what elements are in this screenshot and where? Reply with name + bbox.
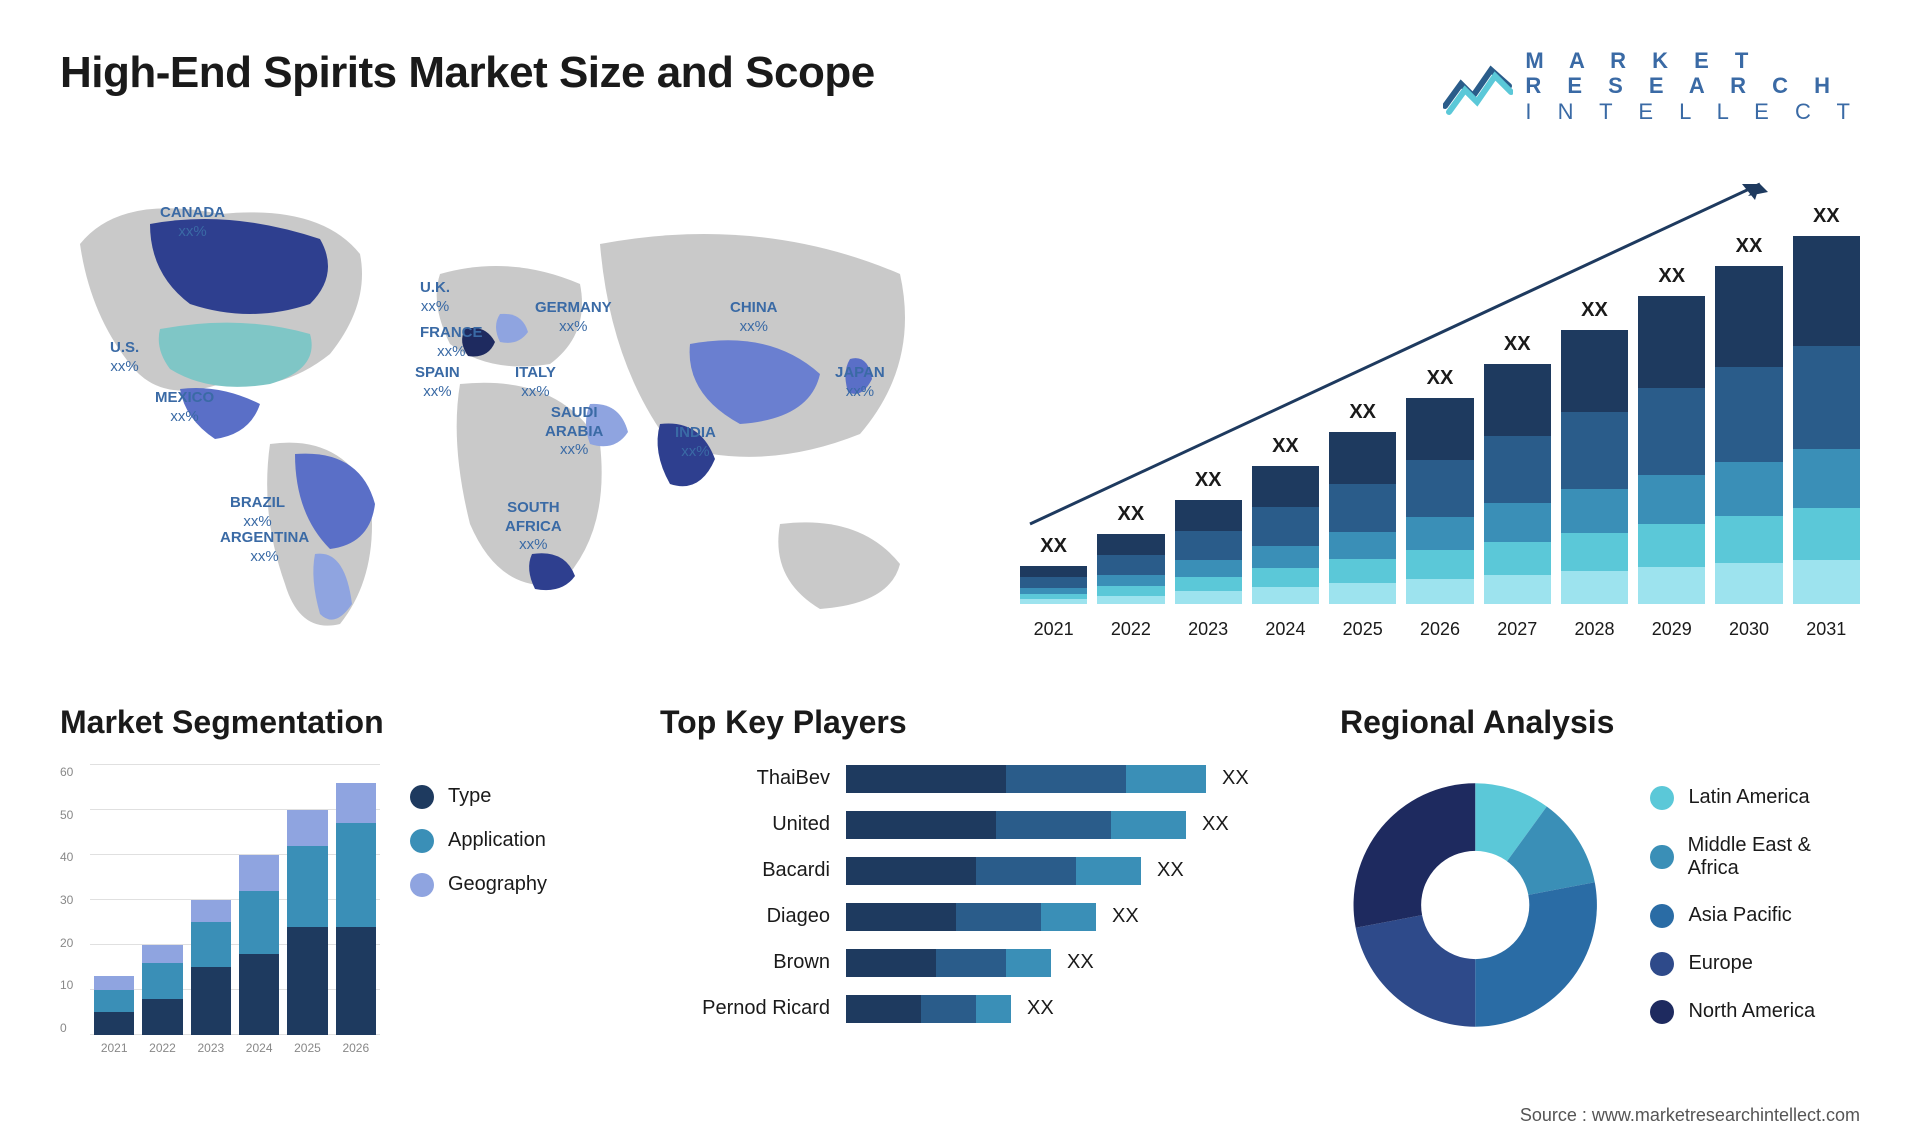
seg-bar-2021 [94,765,134,1035]
growth-year-label: 2026 [1406,619,1473,640]
growth-value-label: XX [1736,235,1763,258]
seg-bar-2023 [191,765,231,1035]
player-row-bacardi: BacardiXX [660,857,1280,885]
region-legend-northamerica: North America [1650,1000,1860,1024]
region-legend-latinamerica: Latin America [1650,786,1860,810]
growth-bar-2024: XX [1252,435,1319,604]
player-row-diageo: DiageoXX [660,903,1280,931]
region-legend-middleeastafrica: Middle East & Africa [1650,834,1860,880]
map-label-southafrica: SOUTHAFRICAxx% [505,499,562,555]
growth-bar-2030: XX [1715,235,1782,604]
map-label-us: U.S.xx% [110,339,139,377]
seg-bar-2026 [336,765,376,1035]
growth-year-label: 2021 [1020,619,1087,640]
map-label-saudiarabia: SAUDIARABIAxx% [545,404,603,460]
logo-icon [1443,56,1513,116]
header: High-End Spirits Market Size and Scope M… [60,48,1860,124]
growth-bar-2029: XX [1638,265,1705,604]
source-text: Source : www.marketresearchintellect.com [1520,1105,1860,1126]
growth-year-label: 2023 [1175,619,1242,640]
players-title: Top Key Players [660,704,1280,741]
growth-value-label: XX [1195,469,1222,492]
logo-text: M A R K E T R E S E A R C H I N T E L L … [1525,48,1860,124]
growth-bar-2023: XX [1175,469,1242,604]
map-label-germany: GERMANYxx% [535,299,612,337]
regional-legend: Latin America Middle East & Africa Asia Pa… [1650,786,1860,1024]
top-row: CANADAxx% U.S.xx% MEXICOxx% BRAZILxx%ARGENT… [60,164,1860,644]
legend-item-geography: Geography [410,873,547,897]
growth-bar-2028: XX [1561,299,1628,604]
growth-year-label: 2031 [1793,619,1860,640]
region-legend-europe: Europe [1650,952,1860,976]
regional-title: Regional Analysis [1340,704,1860,741]
region-legend-asiapacific: Asia Pacific [1650,904,1860,928]
seg-bar-2025 [287,765,327,1035]
map-label-india: INDIAxx% [675,424,716,462]
growth-value-label: XX [1118,503,1145,526]
map-label-spain: SPAINxx% [415,364,460,402]
regional-panel: Regional Analysis Latin America Middle Ea… [1340,704,1860,1065]
segmentation-panel: Market Segmentation 0102030405060 202120… [60,704,600,1065]
growth-value-label: XX [1658,265,1685,288]
page-title: High-End Spirits Market Size and Scope [60,48,875,98]
growth-value-label: XX [1581,299,1608,322]
growth-value-label: XX [1813,205,1840,228]
segmentation-legend: Type Application Geography [410,785,547,897]
growth-bar-2021: XX [1020,535,1087,604]
seg-bar-2024 [239,765,279,1035]
growth-year-label: 2025 [1329,619,1396,640]
growth-year-label: 2024 [1252,619,1319,640]
growth-value-label: XX [1040,535,1067,558]
map-label-italy: ITALYxx% [515,364,556,402]
players-panel: Top Key Players ThaiBevXX UnitedXX Bacardi… [660,704,1280,1065]
growth-year-label: 2022 [1097,619,1164,640]
map-label-argentina: ARGENTINAxx% [220,529,309,567]
bottom-row: Market Segmentation 0102030405060 202120… [60,704,1860,1065]
map-label-uk: U.K.xx% [420,279,450,317]
map-label-mexico: MEXICOxx% [155,389,214,427]
map-label-france: FRANCExx% [420,324,483,362]
australia-grey [778,522,900,609]
player-row-thaibev: ThaiBevXX [660,765,1280,793]
map-label-china: CHINAxx% [730,299,778,337]
growth-year-label: 2030 [1715,619,1782,640]
growth-year-label: 2029 [1638,619,1705,640]
regional-donut [1340,765,1610,1045]
growth-bar-2022: XX [1097,503,1164,604]
map-label-brazil: BRAZILxx% [230,494,285,532]
player-row-pernodricard: Pernod RicardXX [660,995,1280,1023]
growth-year-label: 2027 [1484,619,1551,640]
map-label-japan: JAPANxx% [835,364,885,402]
growth-value-label: XX [1504,333,1531,356]
world-map-panel: CANADAxx% U.S.xx% MEXICOxx% BRAZILxx%ARGENT… [60,164,940,644]
legend-item-application: Application [410,829,547,853]
growth-bar-2025: XX [1329,401,1396,604]
growth-bar-2027: XX [1484,333,1551,604]
growth-value-label: XX [1349,401,1376,424]
growth-chart: XX XX XX XX XX XX XX XX XX XX XX 2021 2022 2023 2024 2… [1020,164,1860,644]
segmentation-chart: 0102030405060 202120222023202420252026 [60,765,380,1065]
player-row-united: UnitedXX [660,811,1280,839]
growth-value-label: XX [1427,367,1454,390]
segmentation-title: Market Segmentation [60,704,600,741]
player-row-brown: BrownXX [660,949,1280,977]
growth-bar-2031: XX [1793,205,1860,604]
legend-item-type: Type [410,785,547,809]
growth-bar-2026: XX [1406,367,1473,604]
seg-bar-2022 [142,765,182,1035]
growth-year-label: 2028 [1561,619,1628,640]
map-label-canada: CANADAxx% [160,204,225,242]
growth-value-label: XX [1272,435,1299,458]
logo: M A R K E T R E S E A R C H I N T E L L … [1443,48,1860,124]
